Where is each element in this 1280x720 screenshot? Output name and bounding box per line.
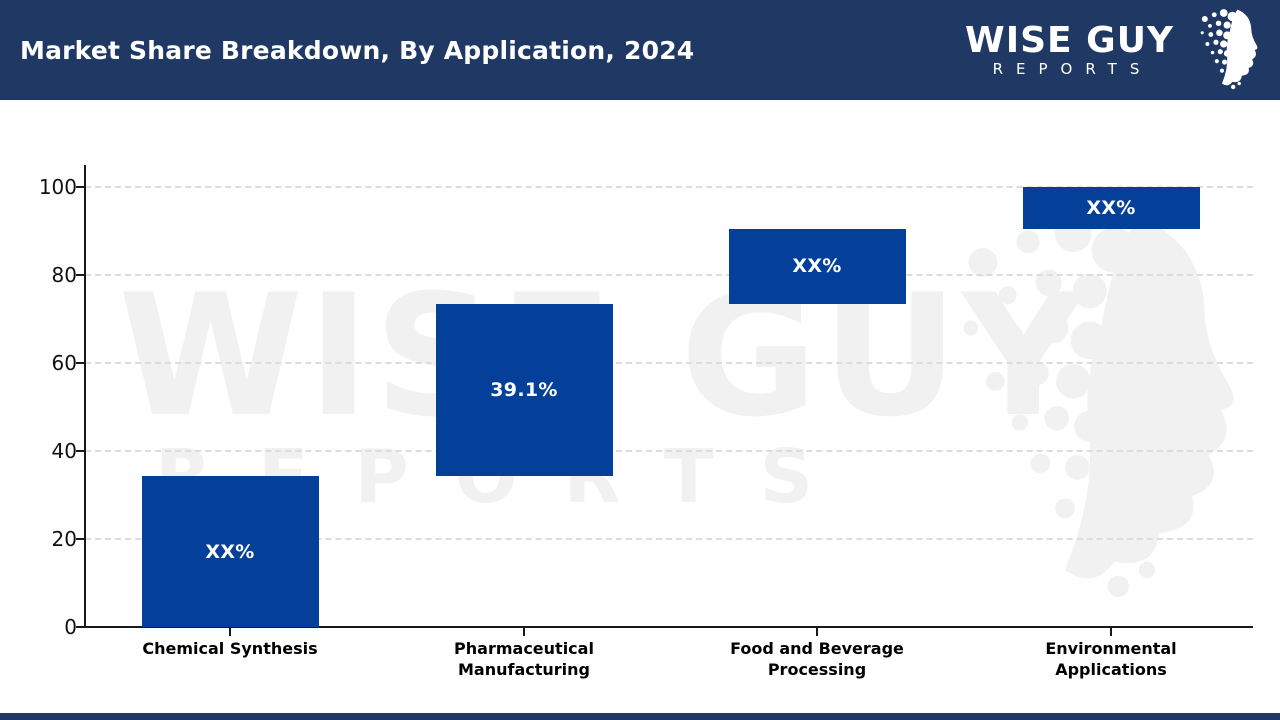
gridline-80 (85, 274, 1253, 276)
dotted-face-icon (1178, 7, 1266, 93)
gridline-20 (85, 538, 1253, 540)
gridline-60 (85, 362, 1253, 364)
y-tick-label-100: 100 (38, 175, 77, 199)
y-tick-label-80: 80 (51, 263, 77, 287)
category-label-3: Environmental Applications (1045, 639, 1177, 679)
watermark-face-icon (855, 205, 1275, 615)
x-axis-spine (84, 626, 1253, 628)
category-label-1: Pharmaceutical Manufacturing (454, 639, 594, 679)
bar-food-and-beverage-processing: XX% (728, 228, 906, 305)
header-bar: Market Share Breakdown, By Application, … (0, 0, 1280, 100)
category-label-2: Food and Beverage Processing (730, 639, 904, 679)
gridline-40 (85, 450, 1253, 452)
footer-bar (0, 713, 1280, 720)
y-axis-spine (84, 165, 86, 627)
bar-value-label: 39.1% (490, 379, 558, 402)
y-tick-mark-0 (76, 626, 84, 628)
bar-value-label: XX% (205, 540, 255, 563)
y-tick-label-60: 60 (51, 351, 77, 375)
y-tick-mark-80 (76, 274, 84, 276)
y-tick-mark-100 (76, 186, 84, 188)
y-tick-mark-60 (76, 362, 84, 364)
bar-environmental-applications: XX% (1022, 187, 1200, 229)
bar-value-label: XX% (1086, 196, 1136, 219)
wise-guy-reports-logo: WISE GUY REPORTS (965, 7, 1280, 93)
bar-pharmaceutical-manufacturing: 39.1% (435, 304, 613, 477)
bar-value-label: XX% (792, 255, 842, 278)
y-tick-label-0: 0 (64, 615, 77, 639)
x-tick-mark-2 (816, 628, 818, 636)
x-tick-mark-0 (229, 628, 231, 636)
logo-subtitle: REPORTS (992, 60, 1153, 78)
logo-wordmark: WISE GUY (964, 20, 1174, 61)
y-tick-mark-20 (76, 538, 84, 540)
logo-text: WISE GUY REPORTS (965, 23, 1174, 77)
page-title: Market Share Breakdown, By Application, … (20, 35, 695, 65)
bar-chemical-synthesis: XX% (141, 476, 319, 627)
category-label-0: Chemical Synthesis (142, 639, 318, 658)
x-tick-mark-1 (523, 628, 525, 636)
x-tick-mark-3 (1110, 628, 1112, 636)
y-tick-label-20: 20 (51, 527, 77, 551)
y-tick-label-40: 40 (51, 439, 77, 463)
y-tick-mark-40 (76, 450, 84, 452)
gridline-100 (85, 186, 1253, 188)
